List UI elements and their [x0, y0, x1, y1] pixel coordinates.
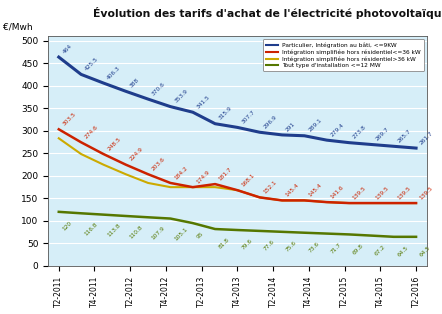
Text: 174.9: 174.9 — [196, 169, 211, 184]
Text: 269.7: 269.7 — [374, 127, 390, 142]
Text: 406.3: 406.3 — [106, 65, 122, 80]
Text: 315.9: 315.9 — [218, 106, 233, 121]
Text: 181.7: 181.7 — [218, 166, 233, 181]
Text: 203.6: 203.6 — [151, 156, 166, 171]
Text: 77.6: 77.6 — [263, 239, 275, 252]
Text: 273.8: 273.8 — [352, 124, 367, 140]
Text: 152.1: 152.1 — [263, 179, 278, 195]
Text: 370.6: 370.6 — [151, 81, 166, 96]
Text: 139.5: 139.5 — [419, 185, 434, 200]
Text: €/Mwh: €/Mwh — [3, 23, 32, 32]
Text: 145.4: 145.4 — [307, 182, 323, 198]
Text: 303.5: 303.5 — [61, 111, 77, 127]
Text: 79.6: 79.6 — [240, 238, 253, 251]
Text: 110.8: 110.8 — [129, 224, 144, 239]
Text: 113.8: 113.8 — [106, 223, 122, 238]
Text: 139.5: 139.5 — [352, 185, 367, 200]
Text: 296.9: 296.9 — [263, 114, 278, 130]
Text: 139.5: 139.5 — [396, 185, 412, 200]
Text: 69.8: 69.8 — [352, 242, 365, 255]
Text: 107.9: 107.9 — [151, 225, 166, 241]
Text: 75.6: 75.6 — [285, 240, 297, 253]
Text: 105.1: 105.1 — [173, 227, 189, 242]
Text: 289.1: 289.1 — [307, 118, 323, 133]
Legend: Particulier, Intégration au bâti, <=9KW, Intégration simplifiée hors résidentiel: Particulier, Intégration au bâti, <=9KW,… — [263, 39, 424, 71]
Text: 341.5: 341.5 — [196, 94, 211, 110]
Text: 291: 291 — [285, 121, 296, 132]
Text: 64.5: 64.5 — [396, 245, 409, 258]
Text: 224.9: 224.9 — [129, 147, 144, 162]
Text: 139.5: 139.5 — [374, 185, 390, 200]
Text: 95: 95 — [196, 231, 205, 240]
Text: 120: 120 — [61, 220, 73, 231]
Text: 261.7: 261.7 — [419, 130, 434, 145]
Text: 64.5: 64.5 — [419, 245, 432, 258]
Text: 67.2: 67.2 — [374, 244, 387, 257]
Text: 168.1: 168.1 — [240, 172, 255, 187]
Text: 184.2: 184.2 — [173, 165, 189, 180]
Text: 464: 464 — [61, 43, 73, 54]
Text: 307.7: 307.7 — [240, 109, 256, 125]
Text: 71.7: 71.7 — [330, 242, 342, 254]
Text: 116.8: 116.8 — [84, 221, 99, 236]
Text: 141.6: 141.6 — [330, 184, 345, 199]
Text: 81.8: 81.8 — [218, 237, 231, 250]
Text: 274.6: 274.6 — [84, 124, 99, 140]
Text: Évolution des tarifs d'achat de l'électricité photovoltaïque en France: Évolution des tarifs d'achat de l'électr… — [94, 7, 442, 19]
Text: 425.5: 425.5 — [84, 56, 99, 72]
Text: 248.5: 248.5 — [106, 136, 122, 151]
Text: 388: 388 — [129, 77, 140, 89]
Text: 353.9: 353.9 — [173, 89, 189, 104]
Text: 265.7: 265.7 — [396, 128, 412, 143]
Text: 279.4: 279.4 — [330, 122, 345, 138]
Text: 145.4: 145.4 — [285, 182, 300, 198]
Text: 73.6: 73.6 — [307, 241, 320, 253]
